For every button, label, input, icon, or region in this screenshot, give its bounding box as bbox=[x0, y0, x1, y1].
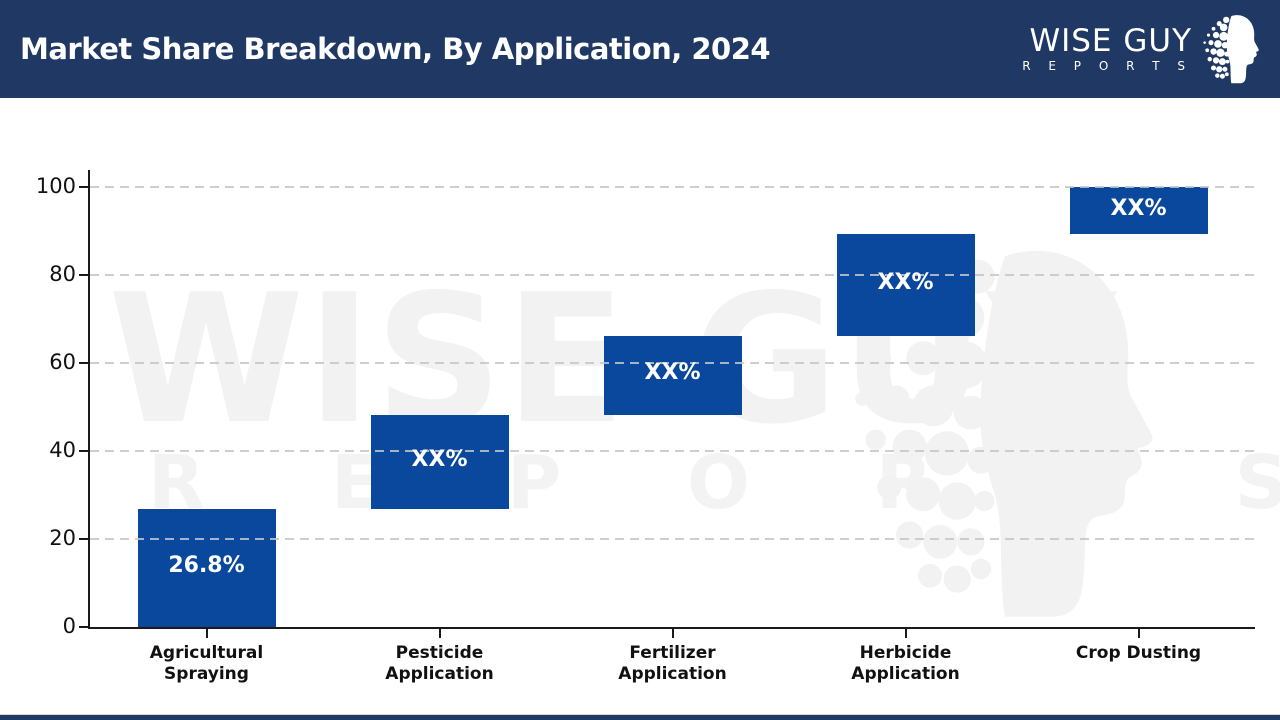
x-tick bbox=[1137, 629, 1140, 638]
x-tick bbox=[438, 629, 441, 638]
bar-pesticide-application bbox=[370, 414, 509, 510]
bar-value-label: 26.8% bbox=[168, 553, 245, 578]
wise-guy-reports-logo: WISE GUY R E P O R T S bbox=[1022, 11, 1266, 87]
gridline-20 bbox=[90, 538, 1255, 540]
category-label-agricultural-spraying: Agricultural Spraying bbox=[149, 643, 264, 684]
gridline-60 bbox=[90, 362, 1255, 364]
category-label-crop-dusting: Crop Dusting bbox=[1075, 643, 1202, 663]
bar-agricultural-spraying bbox=[137, 509, 276, 627]
y-tick bbox=[79, 450, 88, 452]
chart-title: Market Share Breakdown, By Application, … bbox=[20, 32, 771, 66]
y-tick bbox=[79, 274, 88, 276]
gridline-80 bbox=[90, 274, 1255, 276]
logo-wordmark: WISE GUY bbox=[1029, 23, 1192, 59]
x-tick bbox=[671, 629, 674, 638]
y-tick bbox=[79, 626, 88, 628]
bar-fertilizer-application bbox=[603, 335, 742, 415]
y-tick-label: 20 bbox=[49, 526, 76, 550]
y-tick bbox=[79, 186, 88, 188]
category-label-fertilizer-application: Fertilizer Application bbox=[618, 643, 727, 684]
x-tick bbox=[205, 629, 208, 638]
bar-value-label: XX% bbox=[644, 360, 701, 386]
y-tick bbox=[79, 538, 88, 540]
y-tick-label: 80 bbox=[49, 262, 76, 286]
y-tick-label: 60 bbox=[49, 350, 76, 374]
y-axis bbox=[88, 170, 90, 629]
y-tick bbox=[79, 362, 88, 364]
category-label-pesticide-application: Pesticide Application bbox=[385, 643, 494, 684]
logo-text: WISE GUY R E P O R T S bbox=[1022, 25, 1192, 73]
y-tick-label: 0 bbox=[62, 614, 76, 638]
chart-canvas: WISE GUY R E P O R T S 26.8% Agricultural… bbox=[0, 98, 1280, 715]
bar-value-label: XX% bbox=[411, 447, 468, 472]
gridline-40 bbox=[90, 450, 1255, 452]
bar-crop-dusting bbox=[1069, 187, 1208, 235]
dotted-head-icon bbox=[1203, 15, 1259, 84]
logo-subtitle: R E P O R T S bbox=[1022, 59, 1192, 73]
x-tick bbox=[904, 629, 907, 638]
category-label-herbicide-application: Herbicide Application bbox=[851, 643, 960, 684]
footer-divider bbox=[0, 714, 1280, 715]
gridline-100 bbox=[90, 186, 1255, 188]
footer-accent-bar bbox=[0, 715, 1280, 720]
bar-herbicide-application bbox=[836, 234, 975, 336]
bar-value-label: XX% bbox=[877, 269, 934, 295]
x-axis bbox=[88, 627, 1255, 629]
y-tick-label: 100 bbox=[35, 174, 76, 198]
bar-value-label: XX% bbox=[1110, 195, 1167, 221]
y-tick-label: 40 bbox=[49, 438, 76, 462]
header-banner: Market Share Breakdown, By Application, … bbox=[0, 0, 1280, 98]
